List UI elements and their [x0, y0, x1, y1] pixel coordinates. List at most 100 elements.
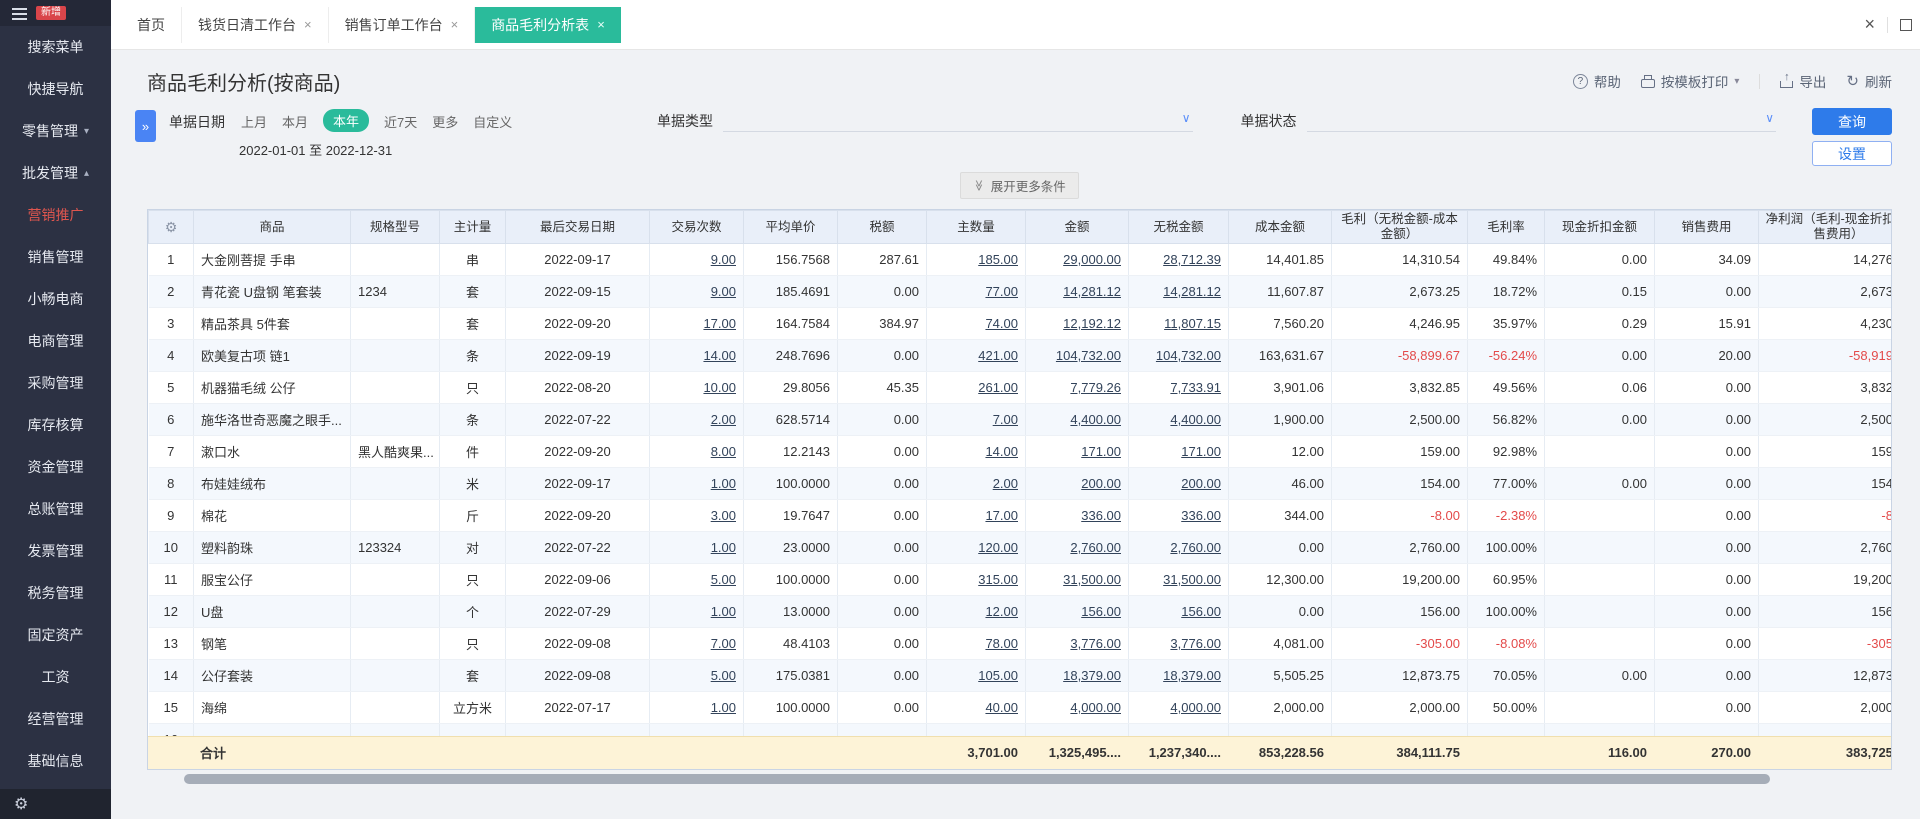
cell-amount[interactable]: 4,400.00 [1025, 403, 1129, 436]
cell-amount_notax[interactable]: 11,807.15 [1128, 307, 1229, 340]
cell-amount[interactable]: 7,779.26 [1025, 371, 1129, 404]
table-row[interactable]: 7 漱口水 黑人酷爽果... 件 2022-09-20 8.00 12.2143 0.00 14… [148, 435, 1891, 468]
cell-amount_notax[interactable]: 171.00 [1128, 435, 1229, 468]
sidebar-item-搜索菜单[interactable]: 搜索菜单 [0, 26, 111, 68]
sidebar-item-固定资产[interactable]: 固定资产 [0, 614, 111, 656]
cell-amount[interactable]: 2,760.00 [1025, 531, 1129, 564]
cell-tx_count[interactable]: 17.00 [649, 307, 744, 340]
close-all-icon[interactable]: × [1864, 14, 1875, 34]
doc-type-select[interactable]: ∨ [723, 108, 1193, 132]
cell-amount[interactable]: 104,732.00 [1025, 339, 1129, 372]
cell-amount[interactable]: 29,000.00 [1025, 243, 1129, 276]
sidebar-item-税务管理[interactable]: 税务管理 [0, 572, 111, 614]
column-header-avg_price[interactable]: 平均单价 [743, 210, 838, 244]
print-by-template-button[interactable]: 按模板打印 ▾ [1640, 71, 1739, 91]
table-row[interactable]: 6 施华洛世奇恶魔之眼手... 条 2022-07-22 2.00 628.5714 0.0… [148, 403, 1891, 436]
cell-qty[interactable]: 17.00 [926, 499, 1026, 532]
cell-amount_notax[interactable]: 336.00 [1128, 499, 1229, 532]
new-badge[interactable]: 新增 [36, 6, 66, 20]
column-header-unit[interactable]: 主计量 [439, 210, 506, 244]
date-option-本月[interactable]: 本月 [282, 115, 309, 130]
column-header-amount_notax[interactable]: 无税金额 [1128, 210, 1229, 244]
tab-钱货日清工作台[interactable]: 钱货日清工作台 × [182, 6, 329, 43]
cell-tx_count[interactable]: 14.00 [649, 339, 744, 372]
cell-amount_notax[interactable]: 104,732.00 [1128, 339, 1229, 372]
cell-qty[interactable]: 78.00 [926, 627, 1026, 660]
cell-amount[interactable]: 200.00 [1025, 467, 1129, 500]
table-row[interactable]: 3 精品茶具 5件套套 2022-09-20 17.00 164.7584 384.97 7… [148, 307, 1891, 340]
cell-qty[interactable]: 77.00 [926, 275, 1026, 308]
tab-首页[interactable]: 首页 [121, 6, 182, 43]
column-header-tax[interactable]: 税额 [837, 210, 927, 244]
date-option-近7天[interactable]: 近7天 [384, 115, 418, 130]
cell-amount[interactable]: 156.00 [1025, 595, 1129, 628]
cell-qty[interactable]: 120.00 [926, 531, 1026, 564]
cell-amount[interactable]: 171.00 [1025, 435, 1129, 468]
cell-qty[interactable]: 74.00 [926, 307, 1026, 340]
cell-qty[interactable]: 7.00 [926, 403, 1026, 436]
settings-gear-icon[interactable]: ⚙ [14, 796, 29, 813]
cell-qty[interactable]: 105.00 [926, 659, 1026, 692]
cell-tx_count[interactable]: 1.00 [649, 467, 744, 500]
fullscreen-icon[interactable] [1900, 18, 1912, 31]
cell-qty[interactable]: 12.00 [926, 595, 1026, 628]
column-header-last_date[interactable]: 最后交易日期 [505, 210, 650, 244]
menu-icon[interactable] [12, 8, 27, 10]
sidebar-item-基础信息[interactable]: 基础信息 [0, 740, 111, 782]
date-option-本年[interactable]: 本年 [323, 109, 370, 132]
cell-tx_count[interactable]: 7.00 [649, 627, 744, 660]
cell-tx_count[interactable]: 1.00 [649, 531, 744, 564]
close-icon[interactable]: × [450, 17, 459, 32]
column-header-spec[interactable]: 规格型号 [350, 210, 440, 244]
cell-amount[interactable]: 12,192.12 [1025, 307, 1129, 340]
sidebar-item-电商管理[interactable]: 电商管理 [0, 320, 111, 362]
column-header-expense[interactable]: 销售费用 [1654, 210, 1759, 244]
table-row[interactable]: 16 [148, 723, 1891, 736]
close-icon[interactable]: × [597, 17, 605, 32]
cell-amount_notax[interactable]: 14,281.12 [1128, 275, 1229, 308]
cell-qty[interactable]: 40.00 [926, 691, 1026, 724]
help-button[interactable]: 帮助 [1572, 71, 1621, 91]
column-header-net[interactable]: 净利润（毛利-现金折扣-销售费用） [1758, 210, 1891, 244]
gear-icon[interactable]: ⚙ [164, 218, 178, 235]
cell-amount_notax[interactable]: 31,500.00 [1128, 563, 1229, 596]
sidebar-item-经营管理[interactable]: 经营管理 [0, 698, 111, 740]
sidebar-item-工资[interactable]: 工资 [0, 656, 111, 698]
refresh-button[interactable]: ↻ 刷新 [1846, 71, 1892, 91]
scrollbar-thumb[interactable] [184, 773, 1770, 784]
cell-amount_notax[interactable]: 7,733.91 [1128, 371, 1229, 404]
table-row[interactable]: 2 青花瓷 U盘钢 笔套装 1234 套 2022-09-15 9.00 185.4691 0… [148, 275, 1891, 308]
cell-amount_notax[interactable]: 4,000.00 [1128, 691, 1229, 724]
cell-tx_count[interactable]: 10.00 [649, 371, 744, 404]
sidebar-item-采购管理[interactable]: 采购管理 [0, 362, 111, 404]
column-header-amount[interactable]: 金额 [1025, 210, 1129, 244]
column-header-profit[interactable]: 毛利（无税金额-成本金额） [1331, 210, 1468, 244]
cell-tx_count[interactable]: 9.00 [649, 275, 744, 308]
sidebar-item-库存核算[interactable]: 库存核算 [0, 404, 111, 446]
doc-status-select[interactable]: ∨ [1306, 108, 1776, 132]
table-row[interactable]: 1 大金刚菩提 手串 串 2022-09-17 9.00 156.7568 287.61 18… [148, 243, 1891, 276]
column-header-discount[interactable]: 现金折扣金额 [1544, 210, 1655, 244]
cell-tx_count[interactable]: 9.00 [649, 243, 744, 276]
cell-amount[interactable]: 31,500.00 [1025, 563, 1129, 596]
cell-amount_notax[interactable]: 200.00 [1128, 467, 1229, 500]
table-row[interactable]: 8 布娃娃绒布米 2022-09-17 1.00 100.0000 0.00 2.00 200… [148, 467, 1891, 500]
sidebar-item-批发管理[interactable]: 批发管理 ▴ [0, 152, 111, 194]
table-row[interactable]: 10 塑料韵珠 123324 对 2022-07-22 1.00 23.0000 0.00 12… [148, 531, 1891, 564]
column-header-product[interactable]: 商品 [193, 210, 351, 244]
column-header-settings[interactable]: ⚙ [148, 210, 194, 244]
sidebar-item-资金管理[interactable]: 资金管理 [0, 446, 111, 488]
sidebar-item-零售管理[interactable]: 零售管理 ▾ [0, 110, 111, 152]
table-row[interactable]: 12 U盘个 2022-07-29 1.00 13.0000 0.00 12.00 156.0… [148, 595, 1891, 628]
cell-qty[interactable]: 261.00 [926, 371, 1026, 404]
cell-qty[interactable]: 2.00 [926, 467, 1026, 500]
date-range-value[interactable]: 2022-01-01 至 2022-12-31 [239, 143, 393, 158]
sidebar-item-销售管理[interactable]: 销售管理 [0, 236, 111, 278]
query-button[interactable]: 查询 [1812, 108, 1892, 135]
sidebar-item-小畅电商[interactable]: 小畅电商 [0, 278, 111, 320]
tab-商品毛利分析表[interactable]: 商品毛利分析表 × [475, 6, 621, 43]
cell-qty[interactable]: 185.00 [926, 243, 1026, 276]
cell-amount_notax[interactable]: 2,760.00 [1128, 531, 1229, 564]
export-button[interactable]: 导出 [1780, 71, 1826, 91]
sidebar-item-营销推广[interactable]: 营销推广 [0, 194, 111, 236]
